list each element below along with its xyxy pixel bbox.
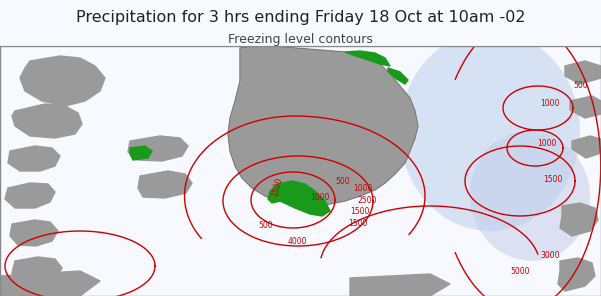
Polygon shape [130, 146, 152, 160]
Text: 1500: 1500 [348, 219, 367, 228]
Text: 500: 500 [258, 221, 273, 230]
Polygon shape [0, 271, 100, 296]
Text: 4000: 4000 [288, 237, 308, 246]
Text: Freezing level contours: Freezing level contours [228, 33, 373, 46]
Polygon shape [228, 46, 418, 206]
Text: 2500: 2500 [358, 196, 377, 205]
Text: 1500: 1500 [350, 207, 370, 216]
Text: 3000: 3000 [540, 251, 560, 260]
Ellipse shape [470, 131, 590, 261]
Polygon shape [558, 258, 595, 291]
Polygon shape [565, 61, 601, 84]
Polygon shape [560, 203, 598, 236]
Polygon shape [128, 136, 188, 161]
Text: 1000: 1000 [537, 139, 557, 148]
Ellipse shape [400, 31, 580, 231]
Polygon shape [345, 51, 390, 66]
Polygon shape [572, 136, 601, 158]
Text: 1000: 1000 [353, 184, 373, 193]
Polygon shape [388, 68, 408, 84]
Polygon shape [12, 257, 62, 284]
Polygon shape [10, 220, 58, 246]
Text: 1000: 1000 [540, 99, 560, 108]
Polygon shape [570, 96, 601, 118]
Text: 1500: 1500 [543, 175, 563, 184]
Polygon shape [8, 146, 60, 171]
Text: 500: 500 [573, 81, 588, 90]
Polygon shape [138, 171, 192, 198]
Text: 1500: 1500 [270, 177, 284, 198]
Text: 1000: 1000 [310, 193, 329, 202]
Text: Precipitation for 3 hrs ending Friday 18 Oct at 10am -02: Precipitation for 3 hrs ending Friday 18… [76, 10, 525, 25]
Polygon shape [268, 181, 330, 216]
Text: 5000: 5000 [510, 267, 529, 276]
Polygon shape [350, 274, 450, 296]
Polygon shape [12, 104, 82, 138]
Text: 500: 500 [335, 177, 350, 186]
Polygon shape [5, 183, 55, 208]
Polygon shape [20, 56, 105, 106]
